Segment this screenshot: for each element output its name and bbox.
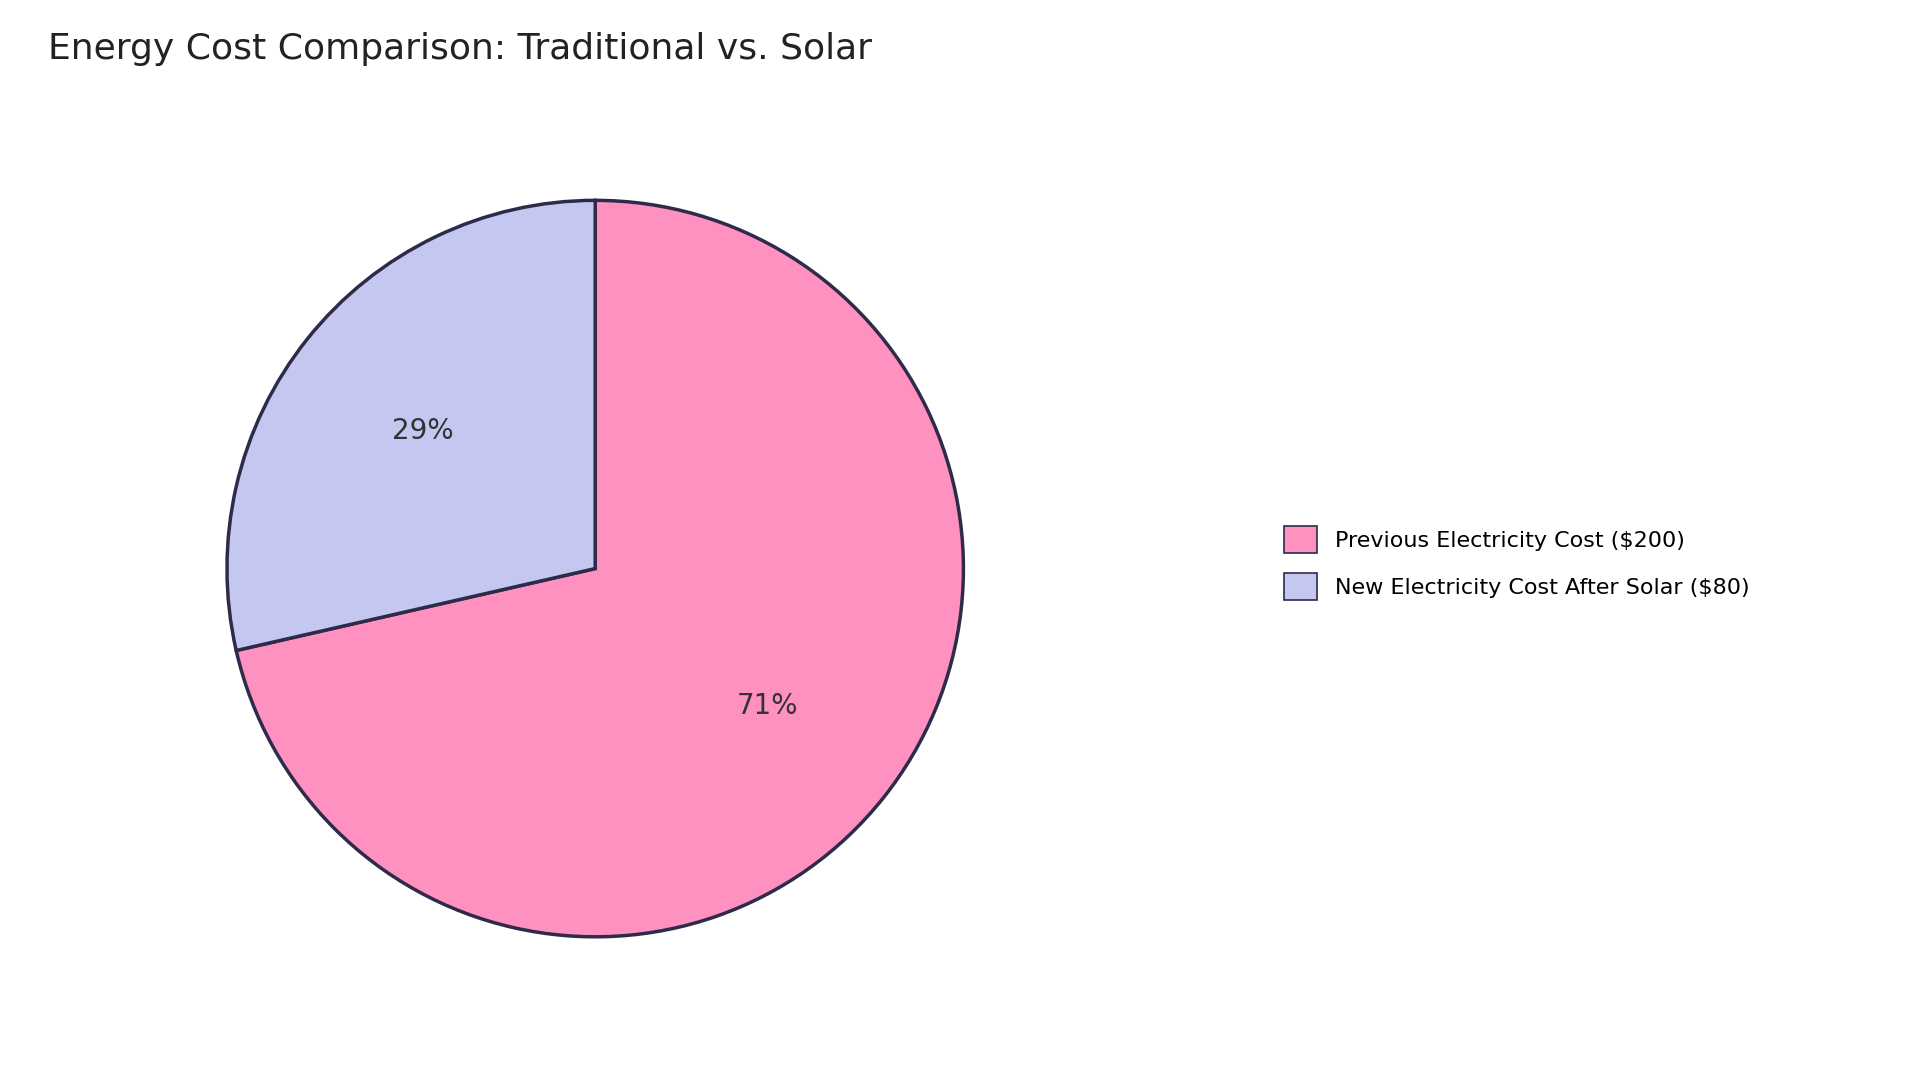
Wedge shape bbox=[236, 200, 964, 937]
Wedge shape bbox=[227, 200, 595, 651]
Legend: Previous Electricity Cost ($200), New Electricity Cost After Solar ($80): Previous Electricity Cost ($200), New El… bbox=[1261, 504, 1772, 623]
Text: 71%: 71% bbox=[737, 692, 799, 720]
Text: 29%: 29% bbox=[392, 417, 453, 445]
Text: Energy Cost Comparison: Traditional vs. Solar: Energy Cost Comparison: Traditional vs. … bbox=[48, 32, 872, 66]
